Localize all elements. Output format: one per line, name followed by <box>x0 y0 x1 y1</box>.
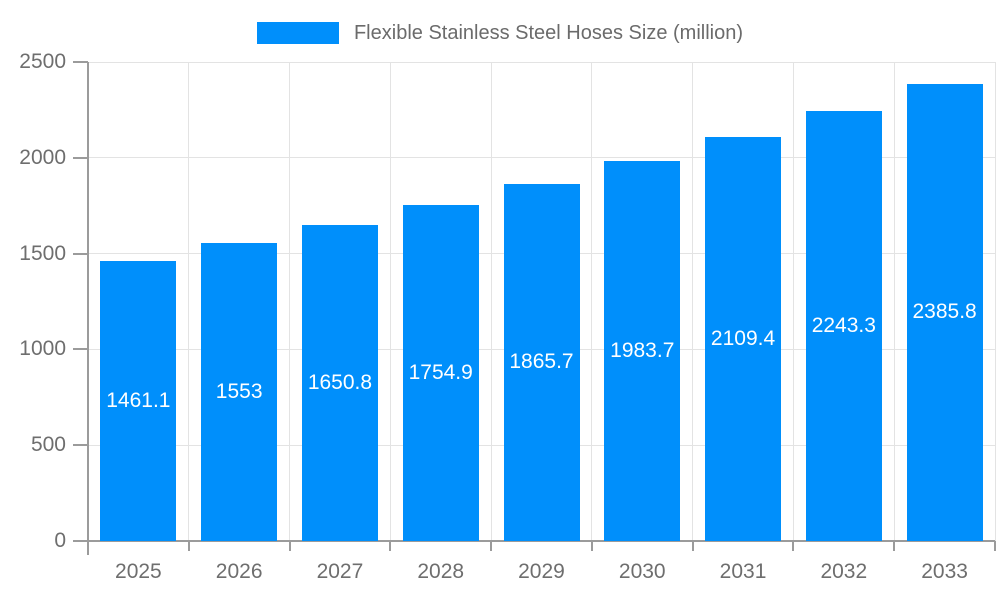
x-axis-tick-label: 2030 <box>618 560 666 583</box>
bar-value-label: 2385.8 <box>912 300 977 324</box>
bar-value-label: 1553 <box>215 380 263 404</box>
y-axis-tick-label: 2500 <box>19 50 66 73</box>
bar-2028[interactable]: 1754.9 <box>402 204 479 541</box>
x-axis-line <box>88 540 995 542</box>
y-axis-tick <box>73 444 88 447</box>
bar-value-label: 1650.8 <box>307 370 373 394</box>
x-axis-tick-label: 2033 <box>921 560 968 583</box>
bar-2025[interactable]: 1461.1 <box>100 261 177 541</box>
y-axis-tick <box>73 61 88 63</box>
x-axis-tick <box>994 541 996 551</box>
x-axis-tick <box>187 541 190 551</box>
gridline-vertical <box>490 62 492 541</box>
y-axis-tick-label: 0 <box>54 529 66 552</box>
bar-value-label: 2243.3 <box>811 314 876 338</box>
x-axis-tick <box>792 541 795 551</box>
gridline-vertical <box>289 62 291 541</box>
y-axis-tick-label: 1000 <box>19 337 66 361</box>
bar-2033[interactable]: 2385.8 <box>906 83 983 541</box>
x-axis-tick-label: 2026 <box>215 560 263 583</box>
y-axis-tick-label: 500 <box>30 433 66 457</box>
x-axis-tick <box>691 541 694 551</box>
legend[interactable]: Flexible Stainless Steel Hoses Size (mil… <box>0 18 1000 48</box>
gridline-vertical <box>792 62 794 541</box>
x-axis-tick-label: 2025 <box>115 560 162 583</box>
legend-label: Flexible Stainless Steel Hoses Size (mil… <box>353 21 744 44</box>
bar-2029[interactable]: 1865.7 <box>503 183 580 541</box>
gridline-vertical <box>389 62 391 541</box>
y-axis-tick <box>73 348 88 351</box>
bar-2030[interactable]: 1983.7 <box>604 160 681 541</box>
y-axis-line <box>87 62 89 555</box>
bar-value-label: 2109.4 <box>710 326 776 350</box>
x-axis-tick-label: 2032 <box>820 560 868 583</box>
x-axis-tick <box>87 541 89 551</box>
bar-2032[interactable]: 2243.3 <box>805 111 882 541</box>
bar-value-label: 1754.9 <box>408 360 473 384</box>
gridline-vertical <box>692 62 694 541</box>
bar-2027[interactable]: 1650.8 <box>301 224 378 541</box>
gridline-vertical <box>893 62 895 541</box>
legend-swatch-icon <box>256 22 339 44</box>
x-axis-tick <box>288 541 291 551</box>
x-axis-tick-label: 2031 <box>719 560 767 583</box>
y-axis-tick <box>73 252 88 255</box>
bar-2031[interactable]: 2109.4 <box>705 136 782 541</box>
x-axis-tick <box>893 541 896 551</box>
y-axis-tick <box>73 156 88 159</box>
x-axis-tick-label: 2027 <box>316 560 364 583</box>
bar-value-label: 1865.7 <box>509 350 574 374</box>
gridline-horizontal <box>88 157 995 159</box>
bar-value-label: 1983.7 <box>610 338 675 362</box>
y-axis-tick-label: 1500 <box>19 241 66 265</box>
gridline-horizontal <box>88 61 995 63</box>
gridline-vertical <box>591 62 593 541</box>
x-axis-tick <box>590 541 593 551</box>
x-axis-tick <box>490 541 493 551</box>
x-axis-tick-label: 2028 <box>417 560 465 583</box>
y-axis-tick-label: 2000 <box>19 145 66 169</box>
x-axis-tick <box>389 541 392 551</box>
gridline-vertical <box>994 62 996 541</box>
y-axis-tick <box>73 540 88 542</box>
bar-2026[interactable]: 1553 <box>201 243 278 541</box>
x-axis-tick-label: 2029 <box>518 560 565 583</box>
gridline-vertical <box>188 62 190 541</box>
bar-value-label: 1461.1 <box>106 389 171 413</box>
